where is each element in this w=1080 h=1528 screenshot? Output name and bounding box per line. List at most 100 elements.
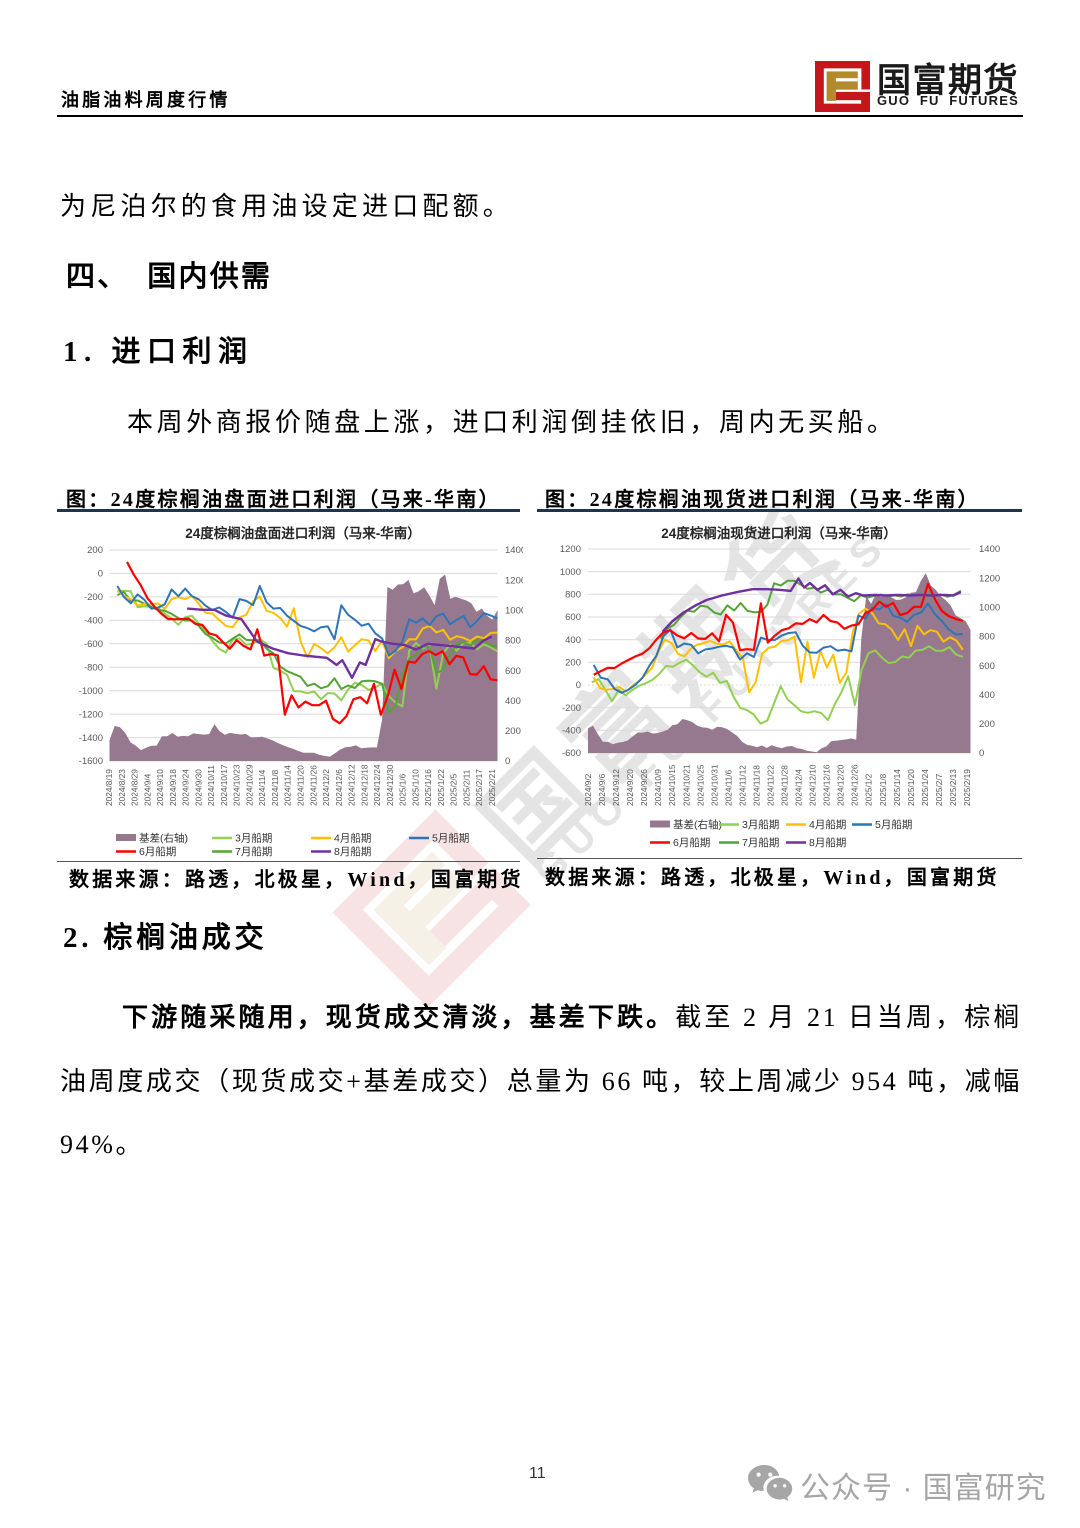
svg-text:1400: 1400 <box>505 545 523 556</box>
svg-text:2024/10/21: 2024/10/21 <box>681 764 691 806</box>
svg-text:-1400: -1400 <box>79 733 103 744</box>
svg-text:2024/12/18: 2024/12/18 <box>359 764 369 806</box>
svg-text:2025/2/5: 2025/2/5 <box>449 773 459 806</box>
svg-text:2024/8/19: 2024/8/19 <box>104 769 114 806</box>
svg-text:6月船期: 6月船期 <box>673 836 710 849</box>
svg-text:-200: -200 <box>562 703 581 714</box>
svg-text:2024/12/6: 2024/12/6 <box>334 769 344 806</box>
svg-text:400: 400 <box>565 635 581 646</box>
svg-text:2024/8/23: 2024/8/23 <box>117 769 127 806</box>
svg-text:2024/9/10: 2024/9/10 <box>155 769 165 806</box>
svg-text:2024/11/20: 2024/11/20 <box>296 765 306 806</box>
svg-text:2024/11/8: 2024/11/8 <box>270 769 280 806</box>
svg-text:3月船期: 3月船期 <box>235 832 272 845</box>
svg-text:2025/1/24: 2025/1/24 <box>920 769 930 806</box>
svg-text:基差(右轴): 基差(右轴) <box>673 818 722 831</box>
svg-text:-1000: -1000 <box>79 686 103 697</box>
svg-text:800: 800 <box>565 590 581 601</box>
svg-text:0: 0 <box>576 680 581 691</box>
svg-text:8月船期: 8月船期 <box>334 845 371 858</box>
svg-text:2024/11/28: 2024/11/28 <box>780 765 790 806</box>
svg-text:2024/12/30: 2024/12/30 <box>385 764 395 806</box>
svg-text:2024/11/12: 2024/11/12 <box>737 765 747 806</box>
svg-text:-200: -200 <box>84 592 103 603</box>
svg-text:2025/1/8: 2025/1/8 <box>878 773 888 806</box>
svg-text:2024/10/29: 2024/10/29 <box>244 764 254 806</box>
svg-text:3月船期: 3月船期 <box>742 818 779 831</box>
svg-text:2024/11/18: 2024/11/18 <box>751 765 761 806</box>
svg-text:600: 600 <box>505 666 521 677</box>
svg-text:-400: -400 <box>562 726 581 737</box>
svg-text:2025/2/21: 2025/2/21 <box>487 769 497 806</box>
svg-text:2024/11/4: 2024/11/4 <box>257 769 267 806</box>
svg-text:1200: 1200 <box>560 544 581 555</box>
svg-text:1000: 1000 <box>505 606 523 617</box>
svg-text:7月船期: 7月船期 <box>742 836 779 849</box>
svg-text:2024/12/24: 2024/12/24 <box>372 764 382 806</box>
svg-text:5月船期: 5月船期 <box>875 818 912 831</box>
svg-text:2024/9/30: 2024/9/30 <box>193 769 203 806</box>
svg-text:2024/12/20: 2024/12/20 <box>836 764 846 806</box>
svg-text:800: 800 <box>979 632 995 643</box>
svg-text:2025/2/13: 2025/2/13 <box>948 769 958 806</box>
svg-text:2024/9/4: 2024/9/4 <box>142 773 152 806</box>
svg-text:2024/9/24: 2024/9/24 <box>181 769 191 806</box>
svg-text:2024/9/2: 2024/9/2 <box>583 773 593 806</box>
svg-text:2025/1/14: 2025/1/14 <box>892 769 902 806</box>
svg-text:1000: 1000 <box>560 567 581 578</box>
svg-text:2024/11/14: 2024/11/14 <box>283 765 293 806</box>
svg-text:2024/9/18: 2024/9/18 <box>168 769 178 806</box>
svg-text:-600: -600 <box>562 748 581 759</box>
svg-text:2025/1/16: 2025/1/16 <box>423 769 433 806</box>
svg-text:1400: 1400 <box>979 544 1000 555</box>
svg-text:0: 0 <box>979 748 984 759</box>
svg-text:200: 200 <box>505 726 521 737</box>
svg-text:4月船期: 4月船期 <box>334 832 371 845</box>
svg-text:2024/12/26: 2024/12/26 <box>850 764 860 806</box>
svg-text:2025/2/7: 2025/2/7 <box>934 773 944 806</box>
svg-text:2024/11/26: 2024/11/26 <box>308 765 318 806</box>
svg-text:1200: 1200 <box>979 573 1000 584</box>
svg-text:600: 600 <box>979 661 995 672</box>
svg-text:2024/10/31: 2024/10/31 <box>709 764 719 806</box>
svg-text:1200: 1200 <box>505 575 523 586</box>
svg-text:2025/2/11: 2025/2/11 <box>462 769 472 806</box>
svg-text:-600: -600 <box>84 639 103 650</box>
svg-text:2024/11/22: 2024/11/22 <box>766 765 776 806</box>
svg-text:200: 200 <box>979 719 995 730</box>
svg-text:-1600: -1600 <box>79 756 103 767</box>
svg-text:2024/10/17: 2024/10/17 <box>219 764 229 806</box>
svg-text:基差(右轴): 基差(右轴) <box>139 832 188 845</box>
svg-text:2024/9/20: 2024/9/20 <box>625 769 635 806</box>
svg-text:2025/1/6: 2025/1/6 <box>398 773 408 806</box>
svg-text:1000: 1000 <box>979 603 1000 614</box>
svg-text:2024/9/26: 2024/9/26 <box>639 769 649 806</box>
svg-text:-800: -800 <box>84 662 103 673</box>
svg-text:2024/12/12: 2024/12/12 <box>347 764 357 806</box>
svg-text:0: 0 <box>505 756 510 767</box>
svg-text:2024/12/16: 2024/12/16 <box>822 764 832 806</box>
svg-text:-1200: -1200 <box>79 709 103 720</box>
svg-text:0: 0 <box>98 569 103 580</box>
svg-text:2024/12/4: 2024/12/4 <box>794 769 804 806</box>
svg-text:2025/1/22: 2025/1/22 <box>436 769 446 806</box>
svg-text:2024/9/6: 2024/9/6 <box>597 773 607 806</box>
svg-text:5月船期: 5月船期 <box>432 832 469 845</box>
svg-text:200: 200 <box>87 545 103 556</box>
svg-text:7月船期: 7月船期 <box>235 845 272 858</box>
svg-text:2024/10/11: 2024/10/11 <box>206 765 216 806</box>
svg-text:8月船期: 8月船期 <box>809 836 846 849</box>
svg-text:600: 600 <box>565 612 581 623</box>
svg-text:2025/2/19: 2025/2/19 <box>962 769 972 806</box>
svg-text:2024/12/10: 2024/12/10 <box>808 764 818 806</box>
svg-text:2024/8/29: 2024/8/29 <box>130 769 140 806</box>
svg-text:800: 800 <box>505 636 521 647</box>
svg-text:2025/1/2: 2025/1/2 <box>864 773 874 806</box>
svg-text:-400: -400 <box>84 616 103 627</box>
svg-text:2025/1/20: 2025/1/20 <box>906 769 916 806</box>
svg-text:2025/1/10: 2025/1/10 <box>410 769 420 806</box>
svg-text:2024/11/6: 2024/11/6 <box>723 769 733 806</box>
svg-text:2024/10/9: 2024/10/9 <box>653 769 663 806</box>
svg-text:2024/10/25: 2024/10/25 <box>695 764 705 806</box>
svg-text:2024/10/23: 2024/10/23 <box>232 764 242 806</box>
